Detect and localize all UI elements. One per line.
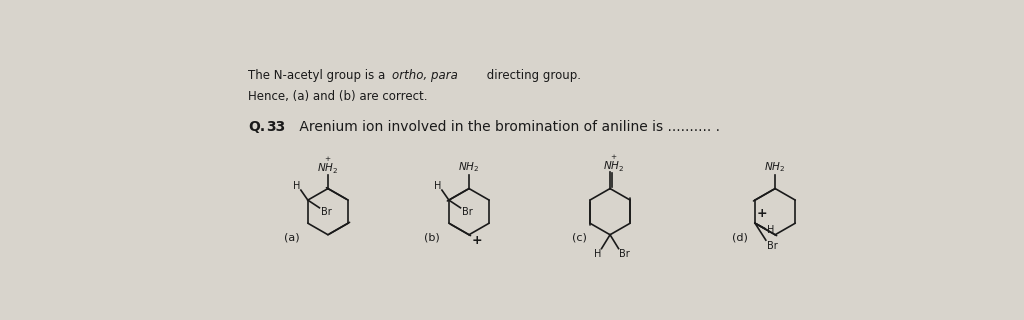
Text: +: + xyxy=(471,235,482,247)
Text: $\overset{+}{NH_2}$: $\overset{+}{NH_2}$ xyxy=(317,155,339,176)
Text: $NH_2$: $NH_2$ xyxy=(459,160,479,174)
Text: $NH_2$: $NH_2$ xyxy=(765,160,785,174)
Text: Hence, (a) and (b) are correct.: Hence, (a) and (b) are correct. xyxy=(248,90,428,103)
Text: +: + xyxy=(757,207,767,220)
Text: directing group.: directing group. xyxy=(483,69,581,82)
Text: Br: Br xyxy=(462,207,473,217)
Text: (d): (d) xyxy=(732,232,749,242)
Text: $\overset{+}{NH_2}$: $\overset{+}{NH_2}$ xyxy=(603,154,625,174)
Text: Br: Br xyxy=(620,249,630,259)
Text: H: H xyxy=(767,225,774,235)
Text: (a): (a) xyxy=(285,232,300,242)
Text: ortho, para: ortho, para xyxy=(391,69,458,82)
Text: The N-acetyl group is a: The N-acetyl group is a xyxy=(248,69,389,82)
Text: H: H xyxy=(293,181,301,191)
Text: Q.: Q. xyxy=(248,120,265,134)
Text: 33: 33 xyxy=(266,120,286,134)
Text: (c): (c) xyxy=(571,232,587,242)
Text: Br: Br xyxy=(767,241,778,251)
Text: (b): (b) xyxy=(424,232,439,242)
Text: Arenium ion involved in the bromination of aniline is .......... .: Arenium ion involved in the bromination … xyxy=(295,120,720,134)
Text: H: H xyxy=(434,181,441,191)
Text: Br: Br xyxy=(322,207,332,217)
Text: H: H xyxy=(594,249,601,259)
